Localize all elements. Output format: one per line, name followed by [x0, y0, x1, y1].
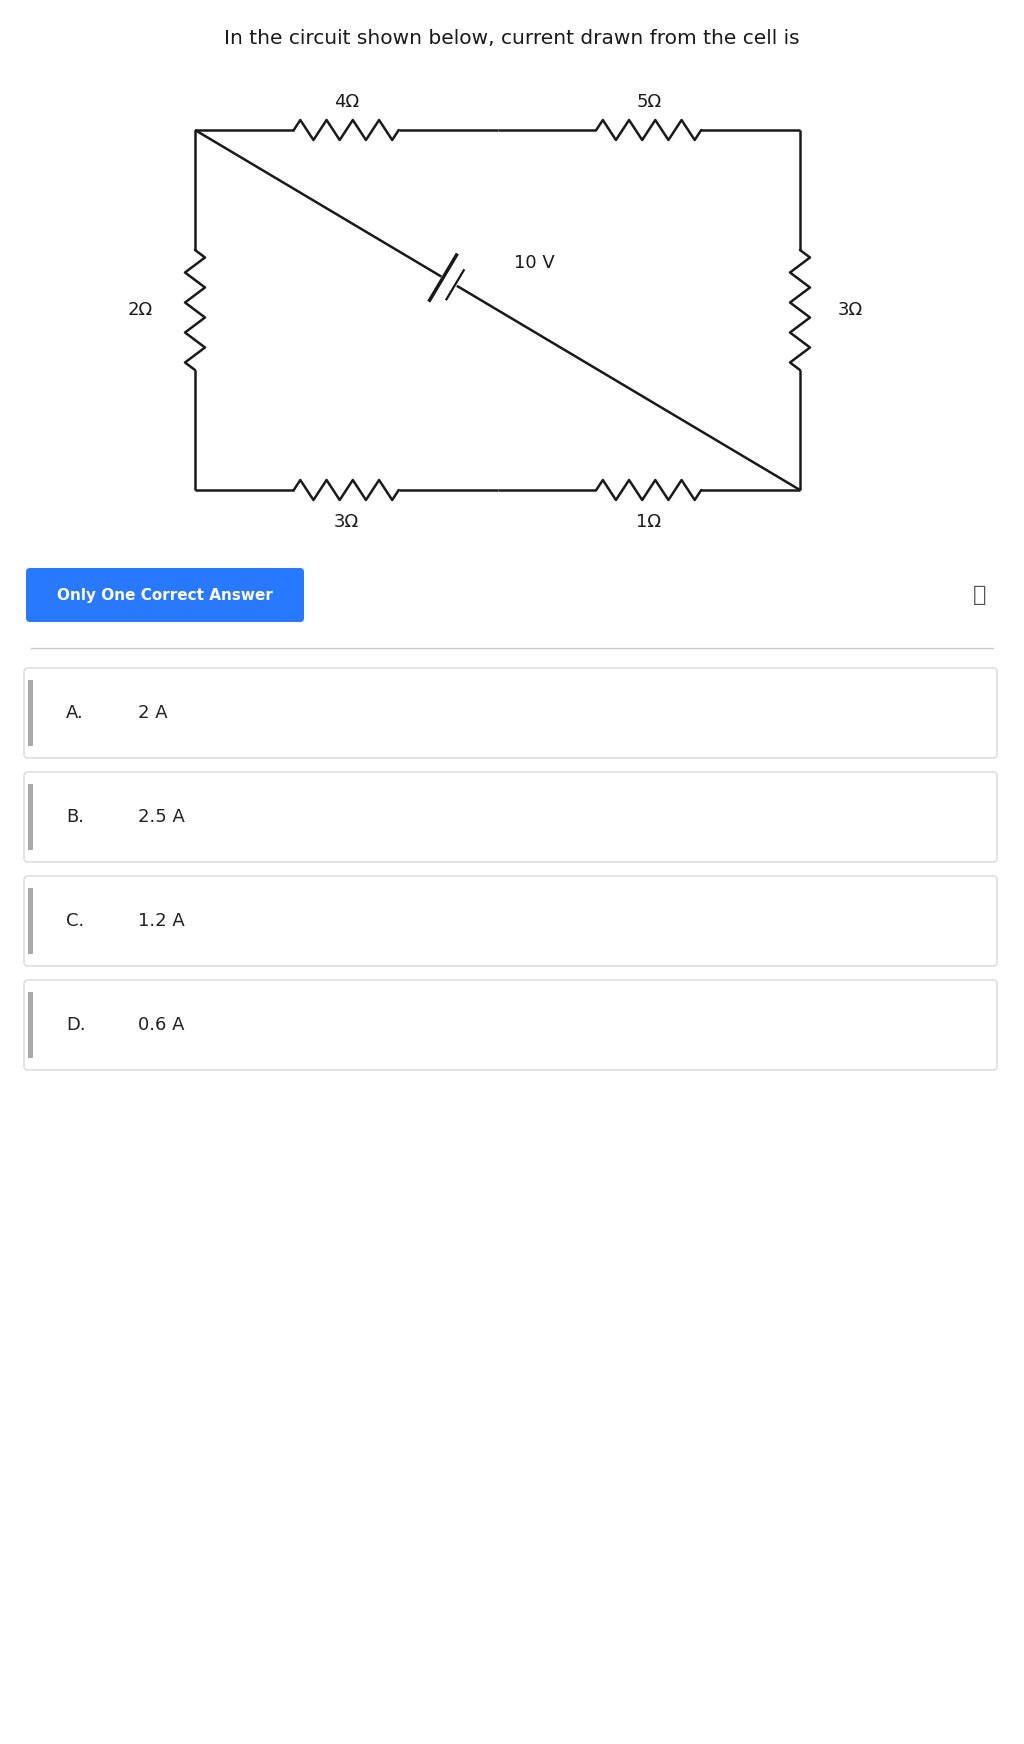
- Text: 1.2 A: 1.2 A: [138, 912, 184, 930]
- FancyBboxPatch shape: [24, 875, 997, 966]
- Text: 2.5 A: 2.5 A: [138, 807, 185, 827]
- Text: 3Ω: 3Ω: [334, 513, 358, 530]
- Text: 10 V: 10 V: [514, 255, 555, 272]
- Text: B.: B.: [66, 807, 84, 827]
- FancyBboxPatch shape: [24, 668, 997, 759]
- Text: C.: C.: [66, 912, 84, 930]
- Text: 2Ω: 2Ω: [127, 302, 153, 319]
- Bar: [28, 680, 33, 746]
- Bar: [28, 785, 33, 849]
- Text: 0.6 A: 0.6 A: [138, 1017, 184, 1034]
- Text: 1Ω: 1Ω: [636, 513, 662, 530]
- Text: Only One Correct Answer: Only One Correct Answer: [57, 588, 273, 602]
- Text: 5Ω: 5Ω: [636, 92, 662, 112]
- Bar: [28, 992, 33, 1059]
- FancyBboxPatch shape: [24, 980, 997, 1071]
- FancyBboxPatch shape: [24, 773, 997, 862]
- FancyBboxPatch shape: [26, 569, 304, 623]
- Text: A.: A.: [66, 705, 84, 722]
- Text: ⓘ: ⓘ: [974, 584, 987, 605]
- Bar: [28, 888, 33, 954]
- Text: D.: D.: [66, 1017, 86, 1034]
- Text: In the circuit shown below, current drawn from the cell is: In the circuit shown below, current draw…: [224, 28, 800, 47]
- Text: 2 A: 2 A: [138, 705, 168, 722]
- Text: 3Ω: 3Ω: [838, 302, 862, 319]
- Text: 4Ω: 4Ω: [334, 92, 358, 112]
